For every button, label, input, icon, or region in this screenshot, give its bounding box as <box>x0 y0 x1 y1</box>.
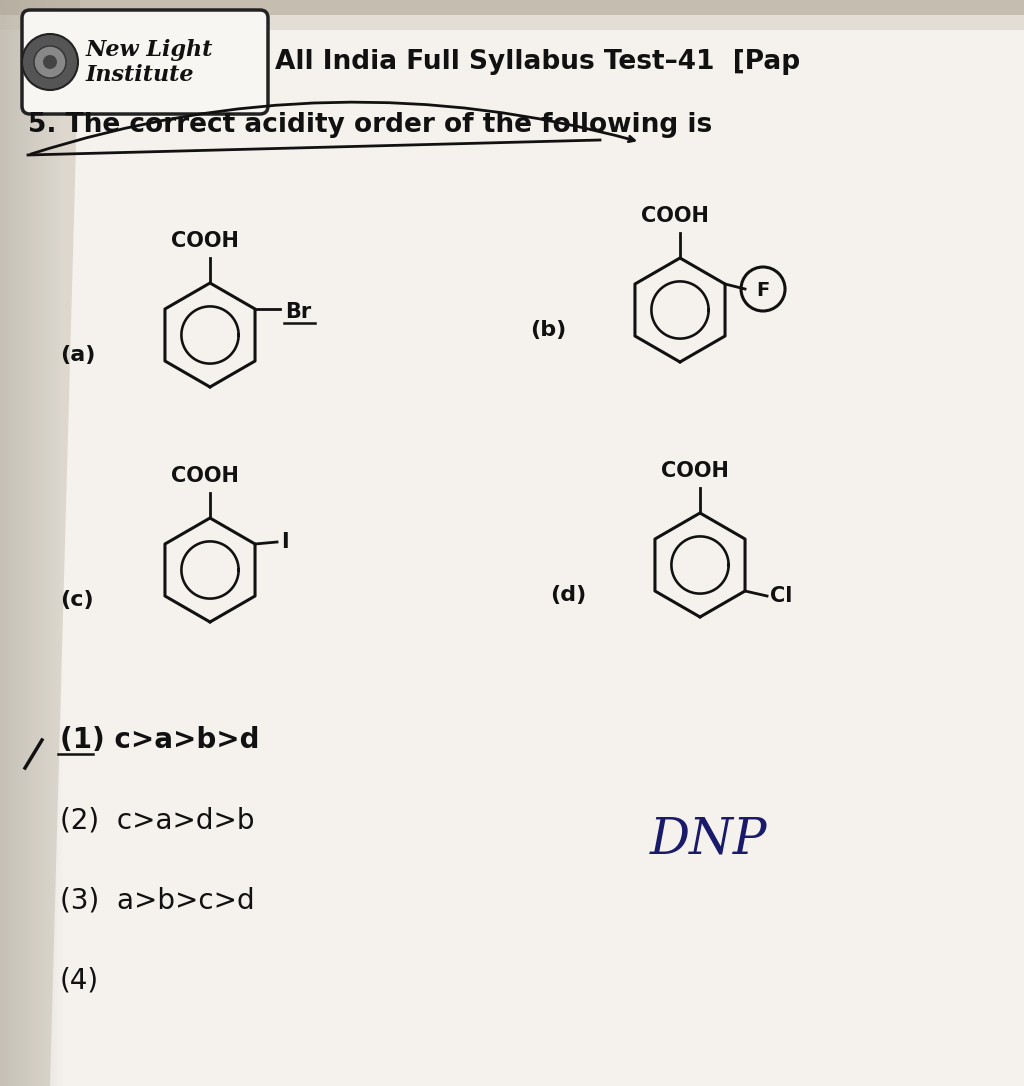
Text: New Light: New Light <box>86 39 213 61</box>
Circle shape <box>22 34 78 90</box>
Text: (2)  c>a>d>b: (2) c>a>d>b <box>60 806 255 834</box>
FancyBboxPatch shape <box>22 10 268 114</box>
Text: I: I <box>281 532 289 552</box>
FancyBboxPatch shape <box>0 0 1024 15</box>
Text: (d): (d) <box>550 585 587 605</box>
Text: COOH: COOH <box>171 231 239 251</box>
Text: (b): (b) <box>530 320 566 340</box>
Circle shape <box>34 46 66 78</box>
Text: DNP: DNP <box>650 816 768 864</box>
FancyBboxPatch shape <box>0 0 1024 30</box>
Text: (a): (a) <box>60 345 95 365</box>
Text: COOH: COOH <box>641 206 709 226</box>
Text: F: F <box>757 281 770 301</box>
Text: Institute: Institute <box>86 64 195 86</box>
Text: (3)  a>b>c>d: (3) a>b>c>d <box>60 886 255 914</box>
Text: 5. The correct acidity order of the following is: 5. The correct acidity order of the foll… <box>28 112 713 138</box>
Text: COOH: COOH <box>171 466 239 487</box>
Text: Cl: Cl <box>770 586 793 606</box>
Text: COOH: COOH <box>662 460 729 481</box>
Text: Br: Br <box>285 302 311 323</box>
Circle shape <box>43 55 57 70</box>
Text: (1) c>a>b>d: (1) c>a>b>d <box>60 727 259 754</box>
Text: (4): (4) <box>60 967 99 994</box>
Text: All India Full Syllabus Test–41  [Pap: All India Full Syllabus Test–41 [Pap <box>275 49 800 75</box>
Text: (c): (c) <box>60 590 93 610</box>
Polygon shape <box>0 0 80 1086</box>
